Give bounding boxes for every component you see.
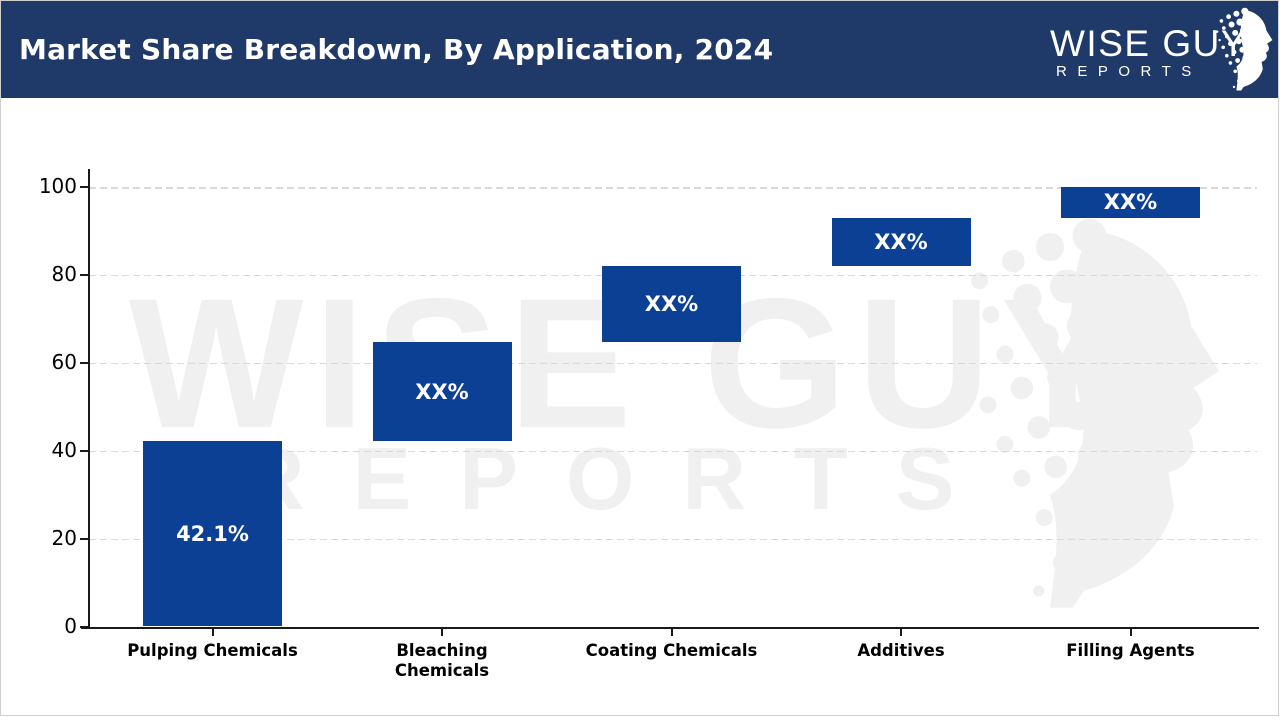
bar-value-label-bleaching-chemicals: XX% [415, 379, 469, 404]
bar-bleaching-chemicals: XX% [372, 341, 512, 442]
y-tick-label-100: 100 [38, 174, 77, 198]
bar-filling-agents: XX% [1061, 187, 1200, 218]
brand-logo: WISE GUY REPORTS [1010, 1, 1273, 98]
y-axis-spine [87, 169, 90, 629]
x-tick-coating-chemicals [670, 629, 673, 636]
x-axis-spine [81, 626, 1259, 629]
x-tick-additives [900, 629, 903, 636]
brand-logo-subtext: REPORTS [1056, 63, 1202, 80]
gridline-100 [89, 187, 1257, 189]
y-tick-label-40: 40 [51, 437, 77, 462]
x-tick-pulping-chemicals [211, 629, 214, 636]
gridline-20 [89, 538, 1257, 541]
bar-value-label-filling-agents: XX% [1103, 190, 1158, 215]
bar-value-label-coating-chemicals: XX% [644, 291, 699, 316]
brand-logo-wordmark: WISE GUY [1050, 23, 1248, 64]
page-title: Market Share Breakdown, By Application, … [19, 33, 774, 66]
bar-additives: XX% [831, 217, 971, 267]
y-tick-60 [80, 361, 88, 364]
y-tick-label-60: 60 [51, 349, 77, 374]
header-bar: Market Share Breakdown, By Application, … [1, 1, 1278, 98]
brand-head-icon [1216, 7, 1273, 91]
bar-coating-chemicals: XX% [602, 266, 741, 342]
y-tick-40 [80, 449, 88, 452]
category-label-additives: Additives [857, 640, 945, 660]
bar-value-label-additives: XX% [874, 229, 928, 254]
bar-pulping-chemicals: 42.1% [143, 441, 282, 627]
watermark-head-icon [954, 218, 1220, 608]
category-label-coating-chemicals: Coating Chemicals [585, 640, 758, 660]
y-tick-label-20: 20 [51, 525, 77, 550]
x-tick-bleaching-chemicals [441, 629, 444, 636]
category-label-pulping-chemicals: Pulping Chemicals [127, 640, 298, 660]
y-tick-80 [80, 273, 88, 277]
y-tick-label-0: 0 [64, 613, 77, 638]
category-label-bleaching-chemicals: Bleaching Chemicals [394, 640, 490, 681]
category-label-filling-agents: Filling Agents [1066, 640, 1195, 660]
x-tick-filling-agents [1129, 629, 1132, 636]
gridline-60 [89, 362, 1257, 365]
gridline-40 [89, 450, 1257, 453]
watermark-text-2: REPORTS [241, 429, 1003, 528]
y-tick-100 [80, 186, 88, 189]
y-tick-20 [80, 537, 88, 540]
y-tick-label-80: 80 [51, 261, 77, 286]
bar-value-label-pulping-chemicals: 42.1% [176, 521, 249, 546]
